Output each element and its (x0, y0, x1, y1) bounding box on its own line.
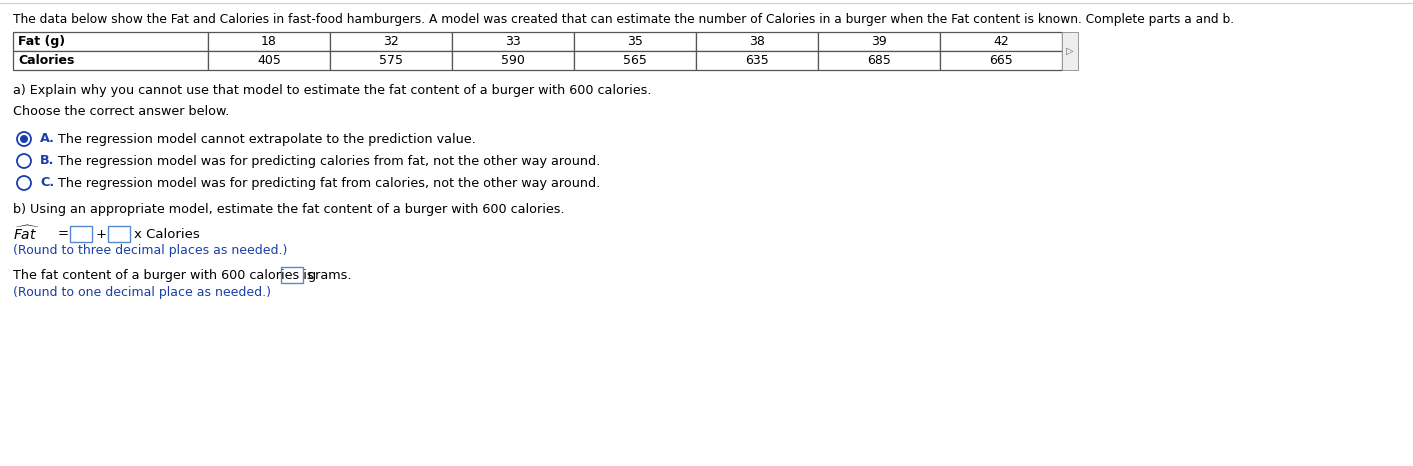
Text: C.: C. (40, 177, 54, 190)
Text: Choose the correct answer below.: Choose the correct answer below. (13, 105, 229, 118)
Text: The fat content of a burger with 600 calories is: The fat content of a burger with 600 cal… (13, 268, 318, 281)
Text: 575: 575 (379, 54, 403, 67)
Bar (71, 226, 92, 242)
Text: 635: 635 (745, 54, 769, 67)
Bar (1063, 32, 1078, 70)
Text: The regression model cannot extrapolate to the prediction value.: The regression model cannot extrapolate … (58, 132, 476, 145)
Text: 565: 565 (623, 54, 647, 67)
Text: grams.: grams. (307, 268, 352, 281)
Text: a) Explain why you cannot use that model to estimate the fat content of a burger: a) Explain why you cannot use that model… (13, 84, 651, 97)
Bar (697, 51, 818, 70)
Bar (331, 51, 452, 70)
Bar (13, 51, 208, 70)
Text: 38: 38 (749, 35, 764, 48)
Text: Fat (g): Fat (g) (18, 35, 65, 48)
Text: B.: B. (40, 155, 54, 167)
Bar (107, 226, 130, 242)
Text: x Calories: x Calories (134, 227, 199, 240)
Text: The regression model was for predicting calories from fat, not the other way aro: The regression model was for predicting … (58, 155, 601, 167)
Circle shape (17, 154, 31, 168)
Bar (331, 32, 452, 51)
Text: 18: 18 (261, 35, 277, 48)
Text: b) Using an appropriate model, estimate the fat content of a burger with 600 cal: b) Using an appropriate model, estimate … (13, 203, 565, 216)
Text: $\widehat{Fat}$: $\widehat{Fat}$ (13, 225, 40, 243)
Text: 32: 32 (383, 35, 398, 48)
Bar (818, 32, 940, 51)
Circle shape (17, 176, 31, 190)
Text: 685: 685 (868, 54, 892, 67)
Circle shape (17, 132, 31, 146)
Text: (Round to three decimal places as needed.): (Round to three decimal places as needed… (13, 244, 287, 257)
Text: 33: 33 (504, 35, 521, 48)
Text: =: = (58, 227, 69, 240)
Bar (940, 51, 1063, 70)
Text: +: + (96, 227, 107, 240)
Bar (940, 32, 1063, 51)
Text: 39: 39 (872, 35, 887, 48)
Text: 35: 35 (627, 35, 643, 48)
Text: 590: 590 (502, 54, 526, 67)
Bar (574, 51, 697, 70)
Bar (208, 51, 331, 70)
Bar (208, 32, 331, 51)
Text: The regression model was for predicting fat from calories, not the other way aro: The regression model was for predicting … (58, 177, 601, 190)
Bar (281, 267, 302, 283)
Text: Calories: Calories (18, 54, 75, 67)
Bar (818, 51, 940, 70)
Text: 665: 665 (989, 54, 1013, 67)
Text: 405: 405 (257, 54, 281, 67)
Bar (452, 51, 574, 70)
Text: The data below show the Fat and Calories in fast-food hamburgers. A model was cr: The data below show the Fat and Calories… (13, 13, 1234, 26)
Text: ▷: ▷ (1067, 46, 1074, 56)
Text: (Round to one decimal place as needed.): (Round to one decimal place as needed.) (13, 286, 271, 299)
Bar (13, 32, 208, 51)
Bar (697, 32, 818, 51)
Bar (452, 32, 574, 51)
Circle shape (20, 135, 28, 143)
Text: 42: 42 (993, 35, 1009, 48)
Text: A.: A. (40, 132, 55, 145)
Bar (574, 32, 697, 51)
